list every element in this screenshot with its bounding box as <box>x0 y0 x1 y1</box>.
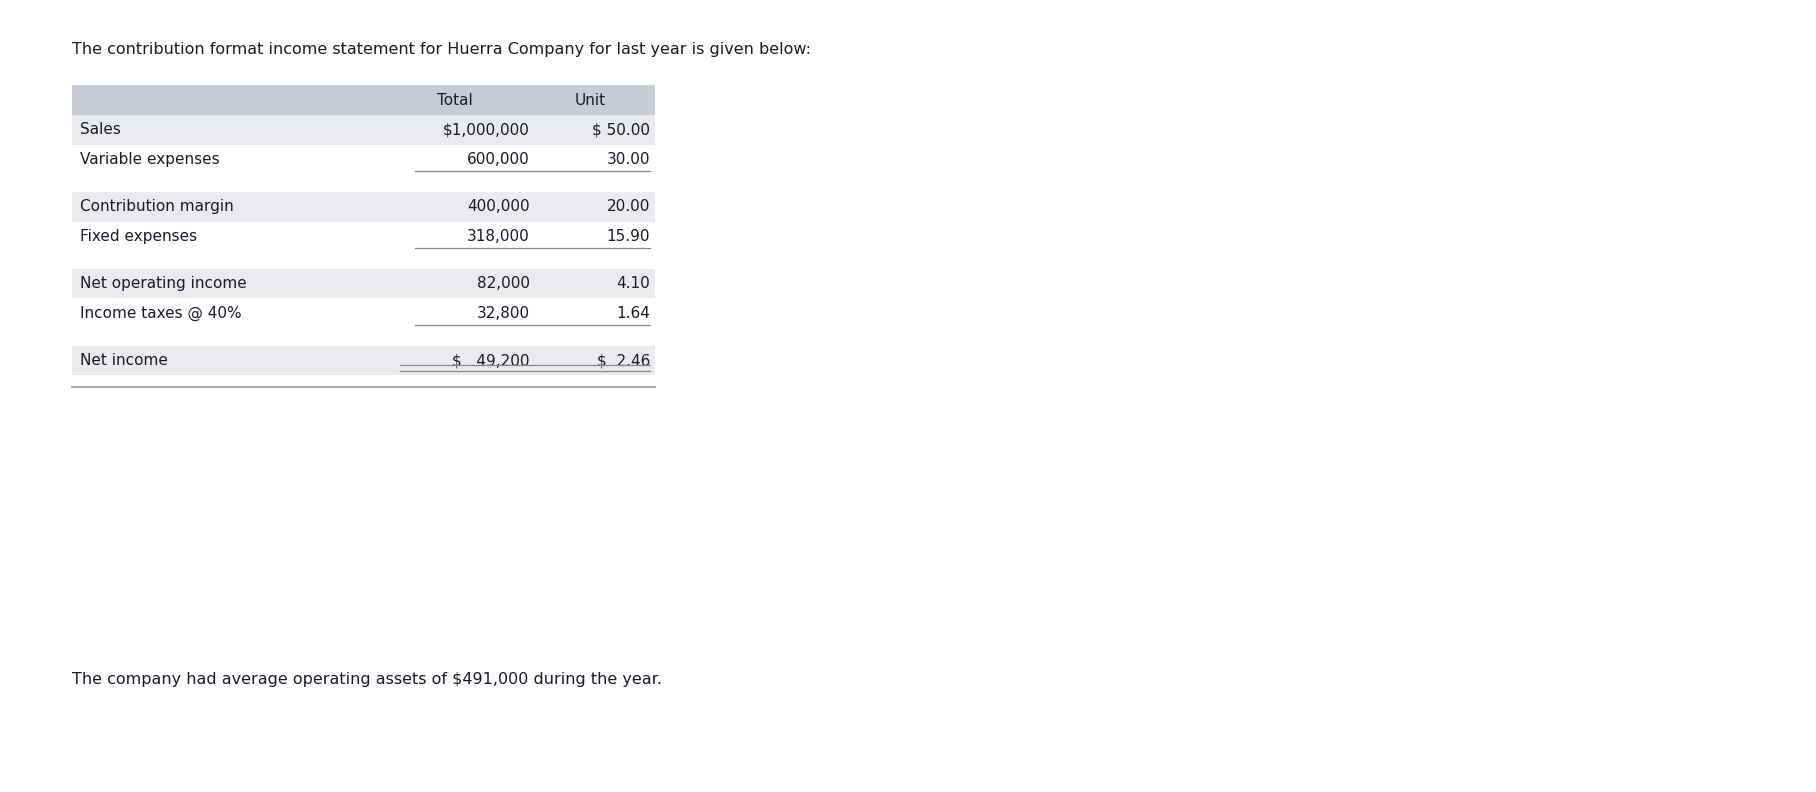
Text: Sales: Sales <box>80 122 122 137</box>
Bar <box>73 192 656 222</box>
Text: 4.10: 4.10 <box>616 276 650 291</box>
Text: $ 50.00: $ 50.00 <box>592 122 650 137</box>
Text: 30.00: 30.00 <box>607 152 650 167</box>
Text: Net operating income: Net operating income <box>80 276 247 291</box>
Bar <box>73 269 656 299</box>
Text: 15.90: 15.90 <box>607 229 650 244</box>
Text: Total: Total <box>438 93 472 108</box>
Text: Income taxes @ 40%: Income taxes @ 40% <box>80 306 242 321</box>
Text: Net income: Net income <box>80 353 167 368</box>
Text: Variable expenses: Variable expenses <box>80 152 220 167</box>
Text: 1.64: 1.64 <box>616 306 650 321</box>
Text: Fixed expenses: Fixed expenses <box>80 229 198 244</box>
Bar <box>73 85 656 115</box>
Text: $1,000,000: $1,000,000 <box>443 122 530 137</box>
Text: The contribution format income statement for Huerra Company for last year is giv: The contribution format income statement… <box>73 42 812 57</box>
Text: 600,000: 600,000 <box>467 152 530 167</box>
Text: Contribution margin: Contribution margin <box>80 200 234 215</box>
Text: 32,800: 32,800 <box>478 306 530 321</box>
Text: $   49,200: $ 49,200 <box>452 353 530 368</box>
Text: 20.00: 20.00 <box>607 200 650 215</box>
Bar <box>73 115 656 144</box>
Bar <box>73 346 656 375</box>
Text: 400,000: 400,000 <box>467 200 530 215</box>
Text: $  2.46: $ 2.46 <box>597 353 650 368</box>
Text: The company had average operating assets of $491,000 during the year.: The company had average operating assets… <box>73 672 663 687</box>
Text: 318,000: 318,000 <box>467 229 530 244</box>
Text: 82,000: 82,000 <box>478 276 530 291</box>
Text: Unit: Unit <box>574 93 605 108</box>
